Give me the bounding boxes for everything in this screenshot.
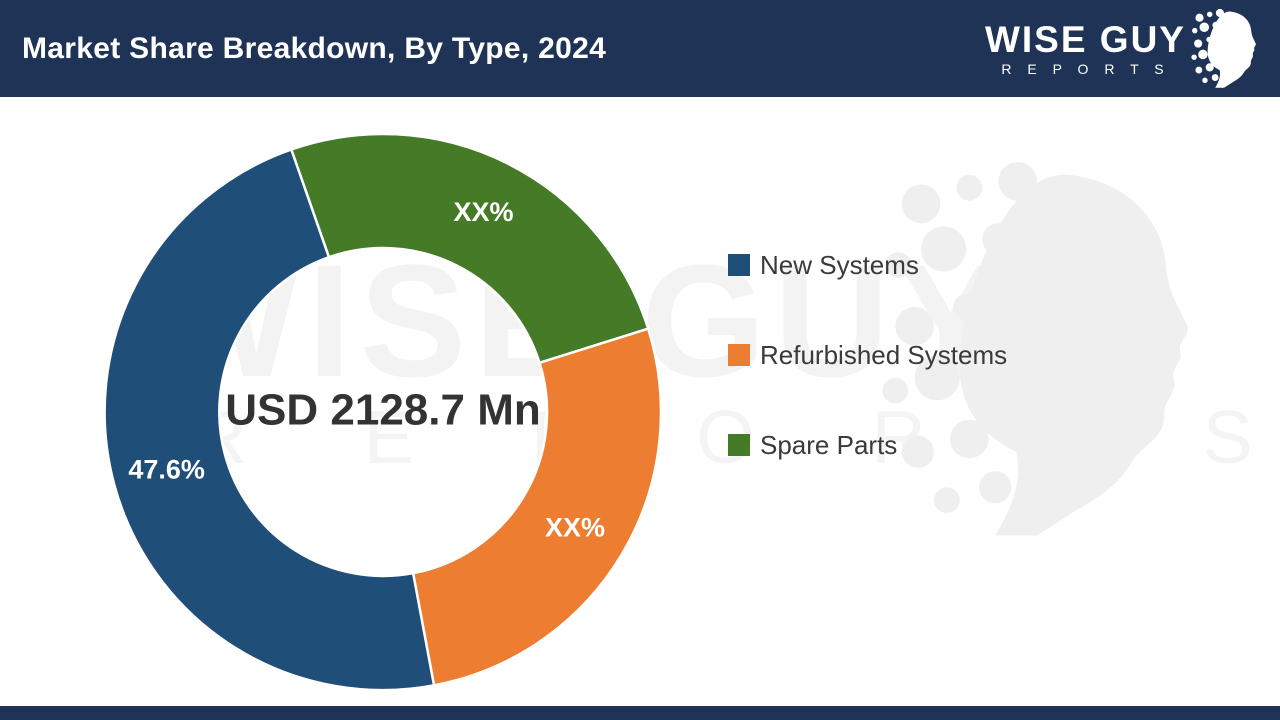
donut-slices	[103, 132, 663, 692]
legend-item-spare-parts: Spare Parts	[728, 428, 1007, 462]
footer-bar	[0, 706, 1280, 720]
slice-label-refurbished-systems: XX%	[545, 512, 605, 542]
legend-swatch	[728, 344, 750, 366]
legend-swatch	[728, 434, 750, 456]
slice-label-new-systems: 47.6%	[128, 455, 205, 485]
logo-face-icon	[1191, 8, 1256, 88]
legend-label: Spare Parts	[760, 429, 898, 460]
legend-label: Refurbished Systems	[760, 339, 1008, 370]
slice-label-spare-parts: XX%	[453, 197, 513, 227]
logo-text: WISE GUY R E P O R T S	[985, 21, 1186, 76]
donut-center-value: USD 2128.7 Mn	[225, 386, 540, 435]
donut-slice-new-systems	[103, 148, 436, 692]
legend-label: New Systems	[760, 249, 919, 280]
donut-slice-refurbished-systems	[411, 327, 663, 687]
legend-item-new-systems: New Systems	[728, 248, 1007, 282]
legend-item-refurbished-systems: Refurbished Systems	[728, 338, 1007, 372]
donut-slice-spare-parts	[290, 132, 650, 365]
legend-swatch	[728, 254, 750, 276]
legend: New Systems Refurbished Systems Spare Part…	[728, 248, 1007, 462]
logo-subtitle: R E P O R T S	[1001, 61, 1170, 77]
page-title: Market Share Breakdown, By Type, 2024	[22, 31, 607, 65]
donut-labels: 47.6% XX% XX%	[128, 197, 605, 542]
wise-guy-logo: WISE GUY R E P O R T S	[985, 8, 1258, 90]
logo-wordmark: WISE GUY	[984, 19, 1186, 60]
header-bar: Market Share Breakdown, By Type, 2024 WI…	[0, 0, 1280, 97]
